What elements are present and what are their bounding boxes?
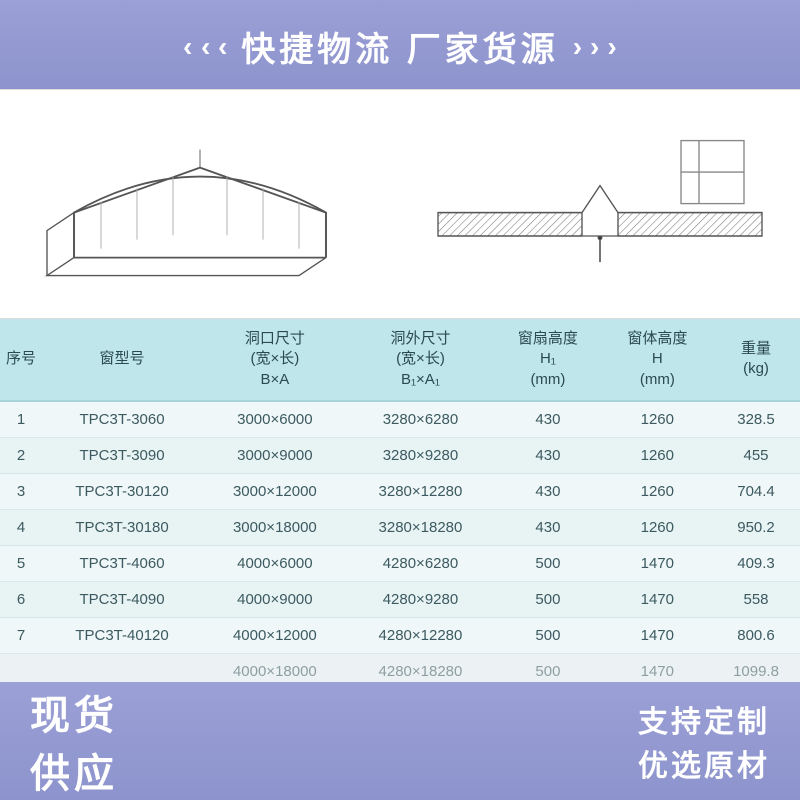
stock-line1: 现货: [30, 683, 118, 741]
cell-model: TPC3T-3090: [42, 437, 202, 473]
cell-body: 1260: [603, 509, 712, 545]
cell-model: TPC3T-40120: [42, 617, 202, 653]
tag-custom: 支持定制: [638, 697, 770, 741]
cell-idx: 2: [0, 437, 42, 473]
cell-wt: 704.4: [712, 473, 800, 509]
table-row: 3TPC3T-301203000×120003280×1228043012607…: [0, 473, 800, 509]
product-diagrams: [0, 89, 800, 319]
cell-idx: 3: [0, 473, 42, 509]
cell-model: TPC3T-4060: [42, 545, 202, 581]
cell-body: 1260: [603, 473, 712, 509]
section-svg: [420, 101, 780, 306]
cell-outer: 3280×12280: [348, 473, 494, 509]
cell-idx: 7: [0, 617, 42, 653]
table-row: 4TPC3T-301803000×180003280×1828043012609…: [0, 509, 800, 545]
cell-idx: 5: [0, 545, 42, 581]
table-row: 1TPC3T-30603000×60003280×62804301260328.…: [0, 401, 800, 438]
th-index: 序号: [0, 319, 42, 401]
spec-table-wrap: 序号 窗型号 洞口尺寸 (宽×长) B×A 洞外尺寸 (宽×长) B₁×A₁ 窗…: [0, 319, 800, 726]
cell-outer: 3280×9280: [348, 437, 494, 473]
cell-sash: 500: [493, 545, 602, 581]
cell-body: 1470: [603, 545, 712, 581]
cell-body: 1470: [603, 617, 712, 653]
cell-model: TPC3T-4090: [42, 581, 202, 617]
top-banner: ››› 快捷物流 厂家货源 ›››: [0, 0, 800, 89]
diagram-section: [400, 90, 800, 318]
tag-material: 优选原材: [638, 741, 770, 785]
isometric-svg: [20, 101, 380, 306]
cell-body: 1260: [603, 401, 712, 438]
cell-opening: 3000×12000: [202, 473, 348, 509]
th-opening: 洞口尺寸 (宽×长) B×A: [202, 319, 348, 401]
cell-idx: 1: [0, 401, 42, 438]
cell-wt: 328.5: [712, 401, 800, 438]
table-row: 7TPC3T-401204000×120004280×1228050014708…: [0, 617, 800, 653]
cell-opening: 4000×9000: [202, 581, 348, 617]
cell-opening: 4000×12000: [202, 617, 348, 653]
cell-wt: 558: [712, 581, 800, 617]
cell-sash: 430: [493, 509, 602, 545]
cell-opening: 3000×18000: [202, 509, 348, 545]
cell-sash: 430: [493, 401, 602, 438]
table-row: 6TPC3T-40904000×90004280×92805001470558: [0, 581, 800, 617]
stock-line2: 供应: [30, 741, 118, 799]
spec-table-head: 序号 窗型号 洞口尺寸 (宽×长) B×A 洞外尺寸 (宽×长) B₁×A₁ 窗…: [0, 319, 800, 401]
cell-outer: 4280×6280: [348, 545, 494, 581]
diagram-isometric: [0, 90, 400, 318]
chevron-right-icon: ›››: [573, 33, 621, 61]
th-body: 窗体高度 H (mm): [603, 319, 712, 401]
cell-sash: 430: [493, 473, 602, 509]
cell-sash: 500: [493, 581, 602, 617]
stock-badge: 现货 供应: [30, 683, 118, 799]
cell-model: TPC3T-30180: [42, 509, 202, 545]
cell-outer: 4280×12280: [348, 617, 494, 653]
th-sash: 窗扇高度 H₁ (mm): [493, 319, 602, 401]
cell-sash: 430: [493, 437, 602, 473]
cell-wt: 409.3: [712, 545, 800, 581]
cell-body: 1470: [603, 581, 712, 617]
cell-idx: 6: [0, 581, 42, 617]
cell-wt: 800.6: [712, 617, 800, 653]
bottom-banner: 现货 供应 支持定制 优选原材: [0, 682, 800, 800]
cell-sash: 500: [493, 617, 602, 653]
th-model: 窗型号: [42, 319, 202, 401]
cell-wt: 455: [712, 437, 800, 473]
chevron-left-icon: ›››: [179, 33, 227, 61]
page-root: ››› 快捷物流 厂家货源 ›››: [0, 0, 800, 800]
table-row: 5TPC3T-40604000×60004280×62805001470409.…: [0, 545, 800, 581]
cell-outer: 3280×18280: [348, 509, 494, 545]
feature-tags: 支持定制 优选原材: [638, 697, 770, 785]
cell-body: 1260: [603, 437, 712, 473]
top-banner-text: 快捷物流 厂家货源: [241, 22, 558, 71]
table-row: 2TPC3T-30903000×90003280×92804301260455: [0, 437, 800, 473]
cell-outer: 3280×6280: [348, 401, 494, 438]
spec-table-body: 1TPC3T-30603000×60003280×62804301260328.…: [0, 401, 800, 726]
cell-wt: 950.2: [712, 509, 800, 545]
th-weight: 重量 (kg): [712, 319, 800, 401]
cell-model: TPC3T-30120: [42, 473, 202, 509]
cell-opening: 3000×6000: [202, 401, 348, 438]
spec-table: 序号 窗型号 洞口尺寸 (宽×长) B×A 洞外尺寸 (宽×长) B₁×A₁ 窗…: [0, 319, 800, 726]
cell-opening: 3000×9000: [202, 437, 348, 473]
cell-outer: 4280×9280: [348, 581, 494, 617]
cell-idx: 4: [0, 509, 42, 545]
cell-opening: 4000×6000: [202, 545, 348, 581]
th-outer: 洞外尺寸 (宽×长) B₁×A₁: [348, 319, 494, 401]
top-banner-line: ››› 快捷物流 厂家货源 ›››: [10, 22, 790, 71]
cell-model: TPC3T-3060: [42, 401, 202, 438]
